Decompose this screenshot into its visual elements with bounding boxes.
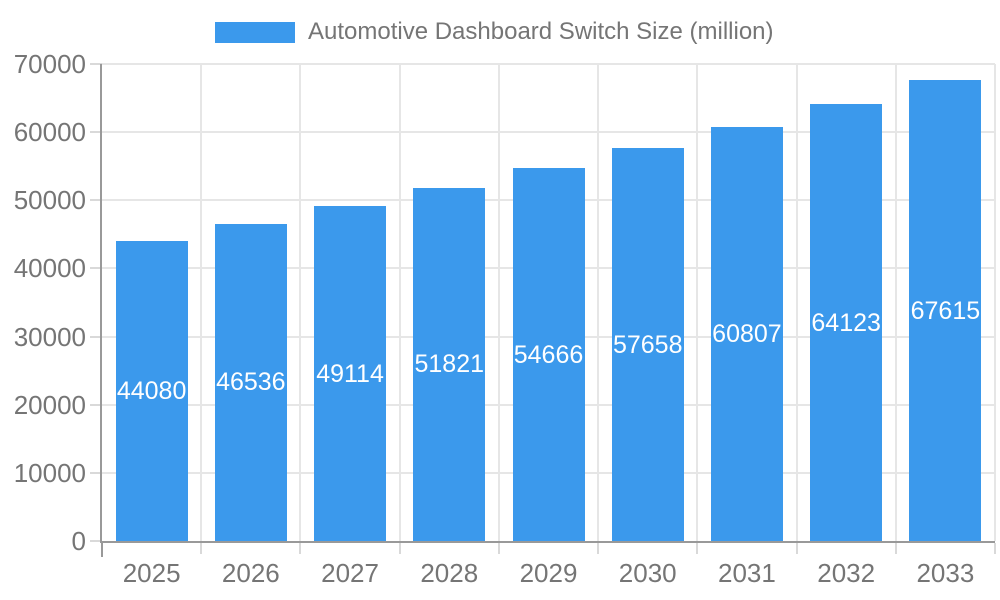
- y-axis-tick: [90, 63, 102, 65]
- bar: 60807: [710, 126, 783, 541]
- x-axis-tick: [696, 543, 699, 554]
- v-gridline: [994, 64, 996, 541]
- x-axis-tick: [398, 543, 401, 554]
- x-axis-line: [100, 541, 995, 543]
- bar-value-label: 64123: [811, 308, 881, 337]
- bar: 67615: [909, 80, 982, 541]
- x-tick-label: 2033: [916, 558, 975, 588]
- v-gridline: [299, 64, 302, 541]
- bar: 57658: [611, 148, 684, 541]
- y-axis-tick: [90, 131, 102, 134]
- x-tick-label: 2031: [718, 558, 776, 588]
- h-gridline: [102, 63, 995, 65]
- bar-value-label: 49114: [316, 359, 384, 388]
- bar-value-label: 51821: [414, 350, 485, 379]
- y-axis-line: [100, 64, 102, 543]
- v-gridline: [696, 64, 699, 541]
- x-tick-label: 2027: [321, 558, 379, 588]
- y-axis-tick: [90, 335, 102, 338]
- bar-value-label: 60807: [712, 319, 782, 348]
- y-tick-label: 10000: [13, 457, 86, 488]
- bar-value-label: 44080: [116, 376, 187, 405]
- x-tick-label: 2028: [420, 558, 479, 588]
- v-gridline: [398, 64, 401, 541]
- bar-value-label: 67615: [910, 296, 981, 325]
- v-gridline: [200, 64, 203, 541]
- x-axis-tick: [497, 543, 500, 554]
- bar-value-label: 46536: [216, 368, 286, 397]
- bar: 46536: [214, 223, 287, 541]
- y-tick-label: 70000: [13, 49, 86, 79]
- x-tick-label: 2025: [122, 558, 181, 588]
- x-axis-tick: [200, 543, 203, 554]
- y-tick-label: 0: [71, 526, 86, 556]
- y-axis-tick: [90, 540, 102, 542]
- h-gridline: [102, 131, 995, 134]
- y-axis-tick: [90, 199, 102, 202]
- v-gridline: [894, 64, 897, 541]
- x-tick-label: 2026: [221, 558, 280, 588]
- legend-swatch: [215, 21, 295, 43]
- x-axis-tick: [795, 543, 798, 554]
- v-gridline: [597, 64, 600, 541]
- x-axis-tick: [994, 543, 996, 554]
- bar-value-label: 54666: [513, 340, 584, 369]
- y-axis-tick: [90, 471, 102, 474]
- x-axis-tick: [597, 543, 600, 554]
- x-axis-tick: [894, 543, 897, 554]
- bar-value-label: 57658: [612, 330, 683, 359]
- bar: 64123: [810, 104, 883, 541]
- y-tick-label: 60000: [13, 117, 86, 148]
- y-tick-label: 20000: [13, 389, 86, 420]
- y-tick-label: 40000: [13, 253, 86, 284]
- x-tick-label: 2030: [618, 558, 677, 588]
- x-tick-label: 2029: [519, 558, 578, 588]
- y-tick-label: 50000: [13, 185, 86, 216]
- y-tick-label: 30000: [13, 321, 86, 352]
- v-gridline: [497, 64, 500, 541]
- y-axis-tick: [90, 267, 102, 270]
- v-gridline: [795, 64, 798, 541]
- legend-item[interactable]: Automotive Dashboard Switch Size (millio…: [215, 18, 774, 46]
- legend-label: Automotive Dashboard Switch Size (millio…: [308, 18, 774, 45]
- bar: 44080: [115, 240, 188, 541]
- x-axis-tick: [299, 543, 302, 554]
- x-tick-label: 2032: [817, 558, 876, 588]
- bar: 54666: [512, 168, 585, 541]
- x-axis-tick: [101, 543, 103, 557]
- y-axis-tick: [90, 403, 102, 406]
- bar: 49114: [314, 206, 387, 541]
- bar: 51821: [413, 187, 486, 541]
